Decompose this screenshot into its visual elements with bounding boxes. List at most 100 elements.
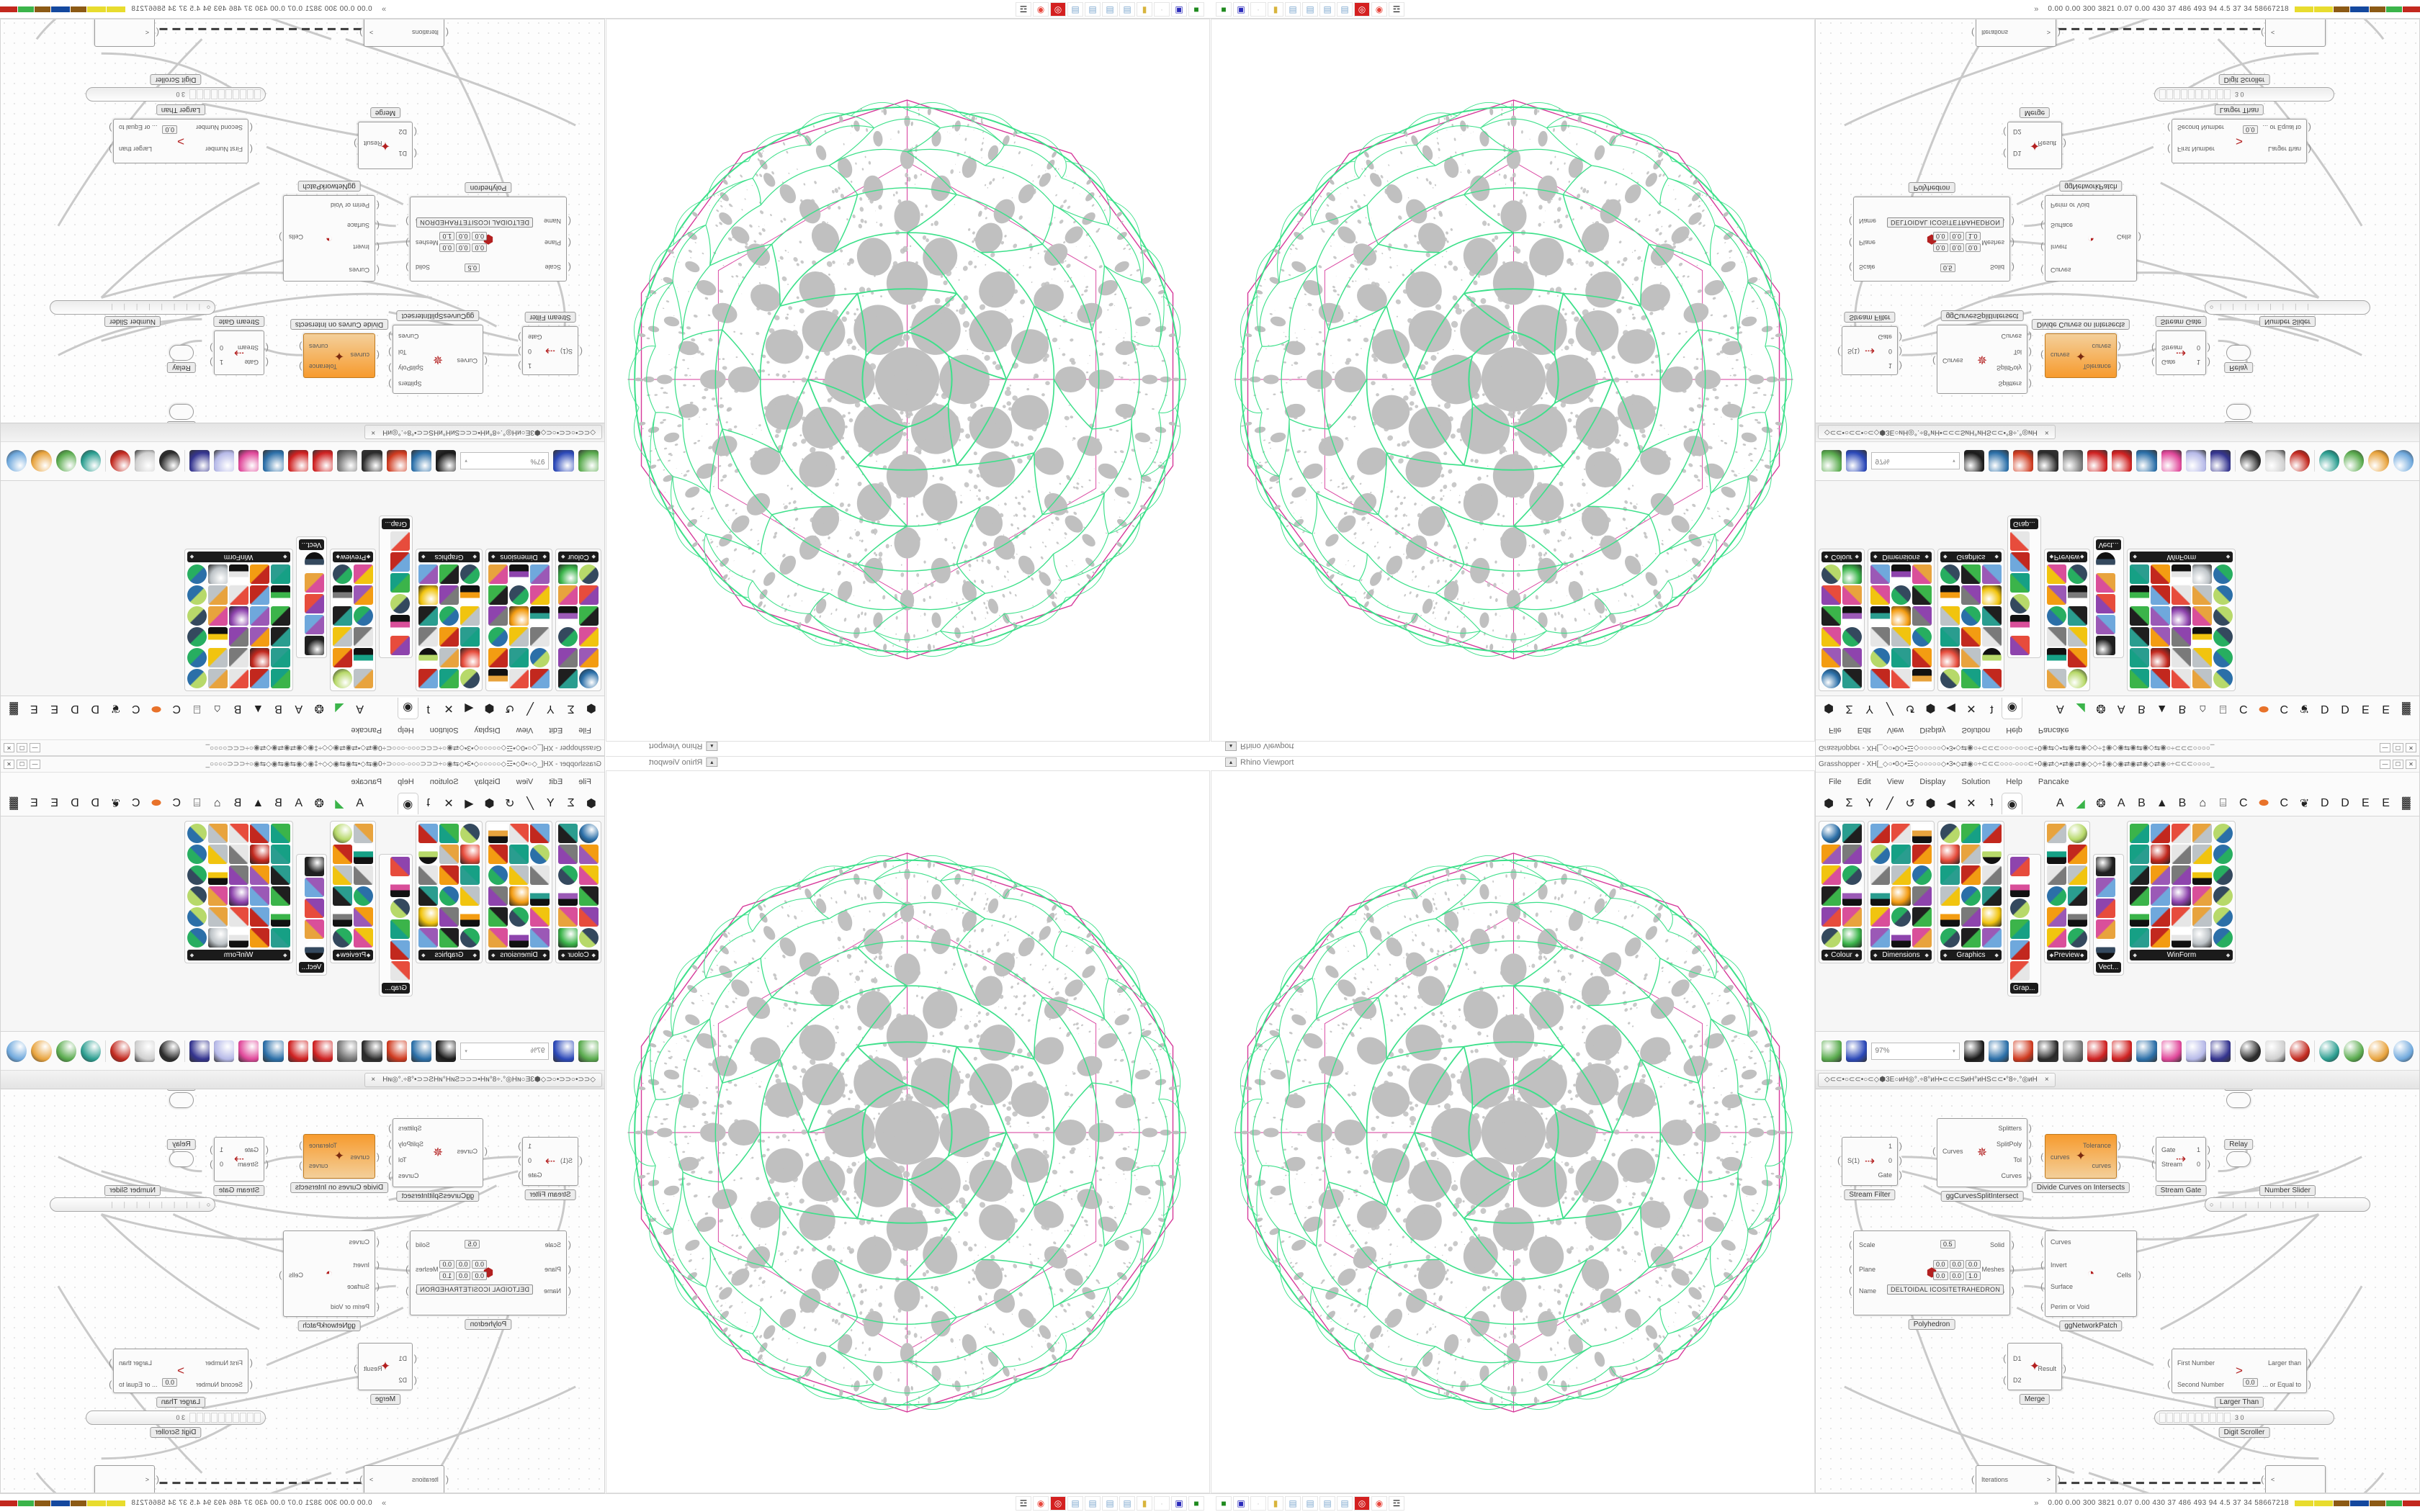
output-pin[interactable]: ): [388, 347, 392, 358]
component-icon[interactable]: [2172, 627, 2192, 647]
component-icon[interactable]: [228, 824, 248, 843]
output-pin[interactable]: ): [359, 1474, 363, 1485]
component-node[interactable]: Polyhedron⬢Name(Plane(Scale(Curves)Meshe…: [1849, 182, 2015, 282]
plane-zaxis-value[interactable]: 0.0: [455, 232, 471, 240]
output-pin[interactable]: ): [2308, 122, 2311, 133]
component-icon[interactable]: [530, 845, 550, 864]
component-icon[interactable]: [249, 845, 269, 864]
component-icon[interactable]: [2213, 928, 2233, 948]
input-pin[interactable]: (: [413, 148, 417, 159]
tab-d2[interactable]: D: [2341, 797, 2349, 809]
grasshopper-window[interactable]: Grasshopper - XH[_◇○•0◇•☲◇○○○○○◇•3•◇⇄◉○÷…: [1815, 756, 2420, 1493]
component-icon[interactable]: [1870, 627, 1890, 647]
input-port[interactable]: Second Number: [195, 124, 243, 131]
component-icon[interactable]: [418, 669, 438, 688]
component-node[interactable]: Fast Loop End↺<(Exit(Data(Data): [94, 1465, 159, 1493]
component-icon[interactable]: [1891, 669, 1911, 688]
component-icon[interactable]: [305, 636, 325, 655]
component-icon[interactable]: [2151, 648, 2171, 667]
output-port[interactable]: 1: [2196, 359, 2200, 366]
output-port[interactable]: 1: [528, 362, 532, 369]
tab-display[interactable]: ◉: [398, 698, 418, 719]
input-port[interactable]: Iterations: [411, 29, 439, 36]
component-icon[interactable]: [333, 928, 353, 948]
component-icon[interactable]: [207, 845, 228, 864]
component-icon[interactable]: [333, 907, 353, 927]
component-icon[interactable]: [354, 845, 374, 864]
component-icon[interactable]: [2192, 648, 2213, 667]
sphere-teal-icon[interactable]: [2318, 1040, 2340, 1062]
input-port[interactable]: Iterations: [1981, 1476, 2009, 1483]
input-pin[interactable]: (: [376, 1281, 380, 1292]
component-icon[interactable]: [2046, 564, 2066, 584]
output-port[interactable]: Larger than: [2267, 145, 2301, 153]
component-icon[interactable]: [509, 824, 529, 843]
component-node[interactable]: Fast Loop Start≫Iterations(Data(>)Counte…: [359, 1465, 449, 1493]
tab-e1[interactable]: E: [2362, 703, 2370, 715]
tab-a2[interactable]: ◢: [335, 702, 344, 714]
ribbon-group-graphics[interactable]: ⬥ Graphics ⬥: [416, 821, 483, 963]
tab-d1[interactable]: D: [2321, 703, 2329, 715]
component-icon[interactable]: [1891, 564, 1911, 584]
component-icon[interactable]: [2192, 824, 2213, 843]
component-icon[interactable]: [488, 606, 508, 626]
component-icon[interactable]: [390, 615, 410, 634]
digit-scroller[interactable]: Digit Scroller 3 0: [86, 1410, 266, 1438]
input-port[interactable]: Curves: [349, 266, 369, 274]
output-pin[interactable]: ): [2063, 1363, 2066, 1374]
canvas-toolbar[interactable]: 97% ▾: [1, 1032, 604, 1071]
output-pin[interactable]: ): [388, 331, 392, 342]
tab-surface[interactable]: ⬢: [484, 798, 495, 810]
zoom-level-input[interactable]: 97% ▾: [460, 452, 550, 470]
component-icon[interactable]: [2067, 865, 2087, 885]
preview-eye-icon[interactable]: [411, 450, 432, 472]
component-icon[interactable]: [1940, 585, 1960, 605]
node-canvas[interactable]: ◇⊂⊂•○⊂⊂•○⊂◇⬢3Ε○иН◎°․÷8°иН•⊂⊂⊂SиН°иНS⊂⊂•°…: [1816, 1071, 2419, 1493]
component-icon[interactable]: [1891, 865, 1911, 885]
notepad-icon-4[interactable]: ▤: [1285, 1, 1301, 17]
input-pin[interactable]: (: [2003, 1374, 2007, 1385]
taskbar-icon-group-c[interactable]: ☲ ◉ ◎ ▤ ▤ ▤ ▤ ▮ · ▣ ■: [1015, 1495, 1205, 1511]
help-icon[interactable]: [2161, 1040, 2182, 1062]
rhino-icon[interactable]: ☲: [1016, 1, 1031, 17]
input-pin[interactable]: (: [568, 1264, 571, 1274]
component-node[interactable]: ggNetworkPatch ◔ Curves(Invert(Surface(Per…: [2040, 1230, 2141, 1331]
tab-c4[interactable]: ❦: [110, 798, 121, 810]
tab-e2[interactable]: E: [2382, 797, 2390, 809]
taskbar-icons-top[interactable]: ☲ ◉ ◎ ▤ ▤ ▤ ▤ ▮ · ▣ ■ ■ ▣ · ▮ ▤ ▤ ▤ ▤ ◎ ◉ ☲: [390, 1, 2031, 17]
component-icon[interactable]: [249, 585, 269, 605]
input-port[interactable]: Curves: [349, 1238, 369, 1246]
input-port[interactable]: S(1): [1847, 348, 1860, 355]
input-pin[interactable]: (: [568, 1239, 571, 1250]
component-icon[interactable]: [2192, 907, 2213, 927]
shell-icon[interactable]: [2264, 1040, 2285, 1062]
tab-mesh[interactable]: ◀: [465, 798, 474, 810]
sphere-green-icon[interactable]: [55, 450, 76, 472]
canvas-toolbar[interactable]: 97% ▾: [1816, 1032, 2419, 1071]
output-port[interactable]: Larger than: [2267, 1359, 2301, 1367]
tab-d1[interactable]: D: [91, 703, 99, 715]
shell-icon[interactable]: [2264, 450, 2285, 472]
sphere-dark-icon[interactable]: [159, 450, 180, 472]
component-icon[interactable]: [2046, 585, 2066, 605]
component-icon[interactable]: [488, 845, 508, 864]
input-pin[interactable]: (: [156, 1474, 159, 1485]
ribbon-group-preview[interactable]: ⬥ Preview ⬥: [2043, 821, 2090, 963]
menu-item-edit[interactable]: Edit: [549, 726, 563, 734]
input-port[interactable]: Second Number: [2177, 1381, 2225, 1388]
sphere-orange-icon[interactable]: [2368, 450, 2389, 472]
component-icon[interactable]: [228, 564, 248, 584]
component-icon[interactable]: [354, 928, 374, 948]
output-port[interactable]: curves: [309, 1162, 328, 1169]
sphere-red-icon[interactable]: [109, 1040, 131, 1062]
output-port[interactable]: Gate: [528, 333, 542, 341]
component-icon[interactable]: [207, 824, 228, 843]
tab-c3[interactable]: C: [131, 797, 140, 809]
input-port[interactable]: D1: [2013, 150, 2022, 157]
component-icon[interactable]: [460, 585, 480, 605]
input-pin[interactable]: (: [1849, 1264, 1852, 1274]
component-icon[interactable]: [354, 627, 374, 647]
component-icon[interactable]: [530, 824, 550, 843]
component-node[interactable]: Stream Gate ⇢ Stream(Gate(1) 0): [2151, 316, 2210, 375]
input-port[interactable]: First Number: [2177, 1359, 2215, 1367]
